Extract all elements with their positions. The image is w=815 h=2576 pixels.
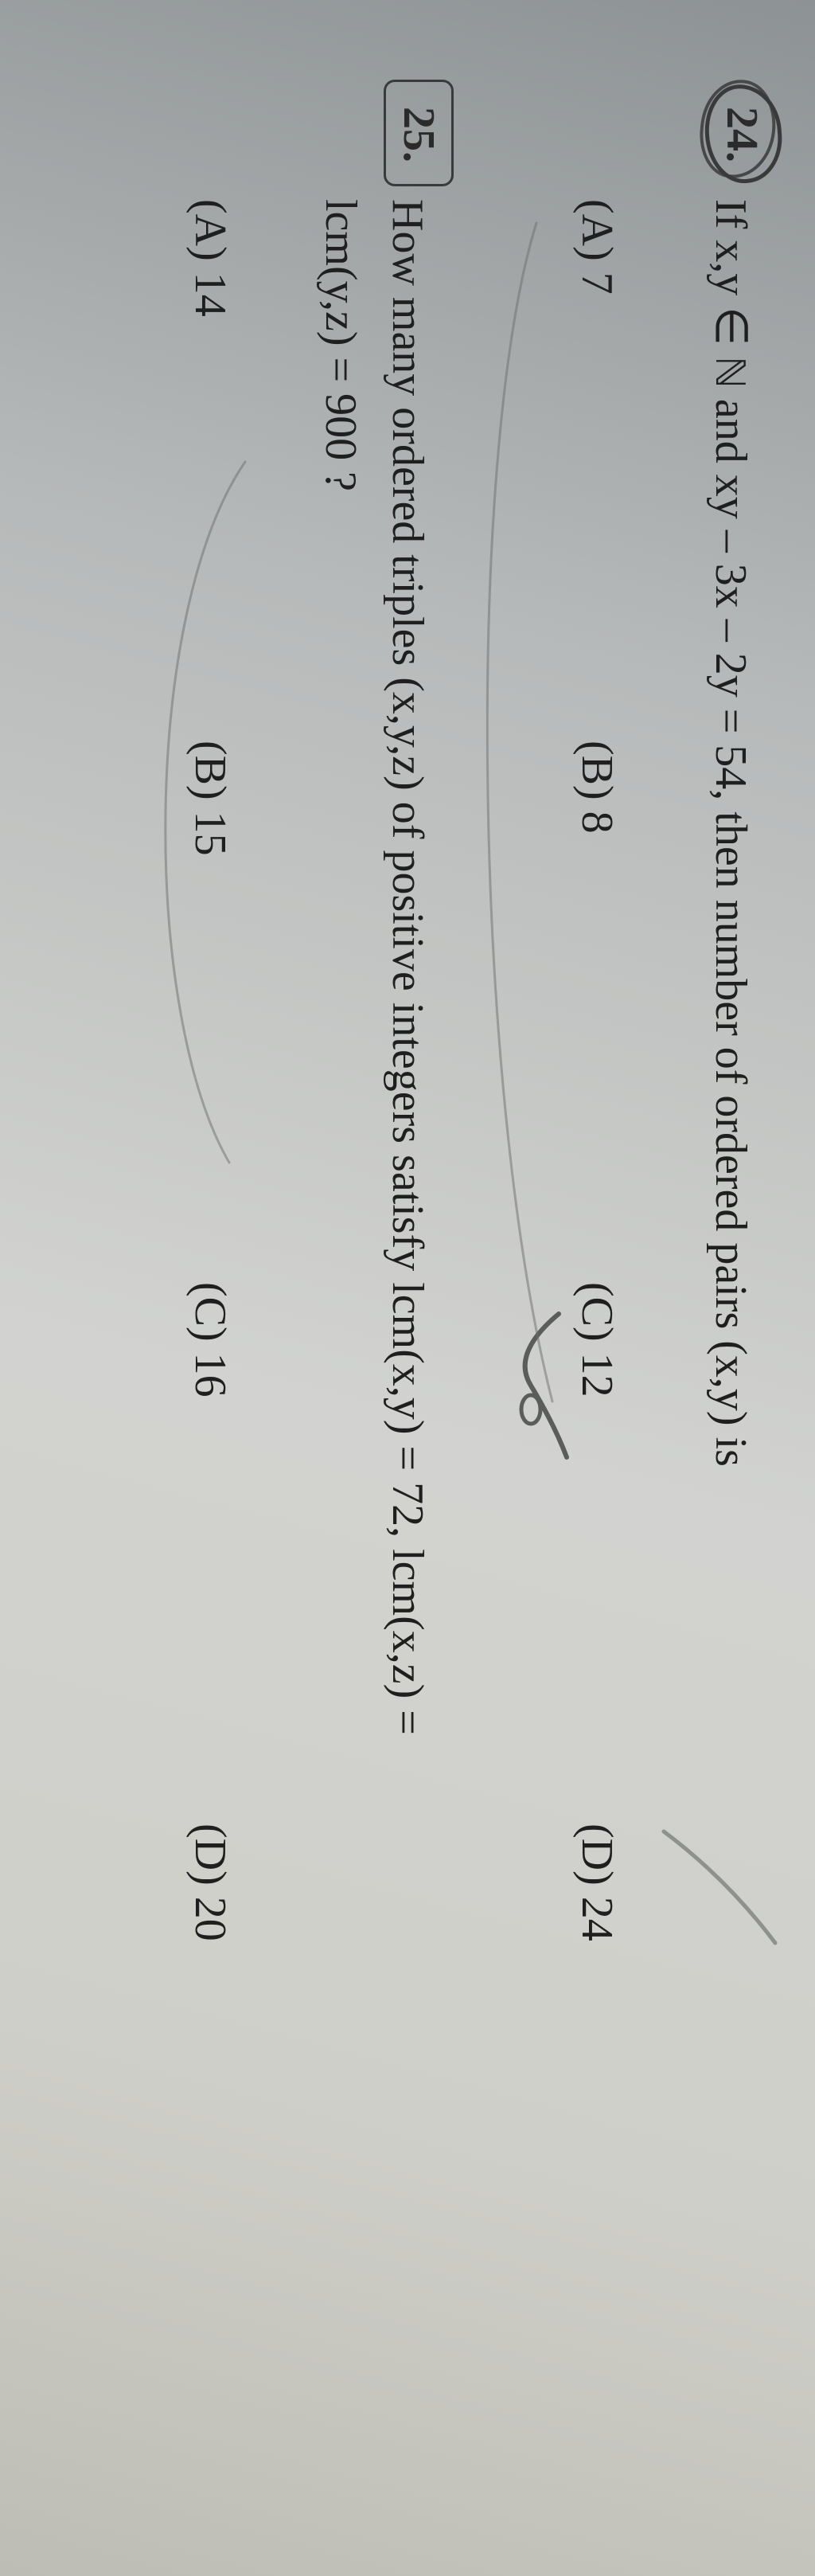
question-number-wrap: 25.	[393, 72, 444, 167]
option-label: (D)	[572, 1824, 622, 1886]
question-number: 24.	[716, 102, 767, 167]
option-text: 16	[185, 1353, 235, 1397]
question-25: 25. How many ordered triples (x,y,z) of …	[185, 72, 444, 2504]
option-text: 14	[185, 272, 235, 317]
question-stem: How many ordered triples (x,y,z) of posi…	[307, 199, 444, 2504]
question-24: 24. If x,y ∈ ℕ and xy – 3x – 2y = 54, th…	[571, 72, 767, 2504]
option-c: (C) 16	[185, 1282, 236, 1824]
option-label: (B)	[572, 741, 622, 800]
option-text: 24	[572, 1897, 622, 1941]
stem-line-1: How many ordered triples (x,y,z) of posi…	[383, 199, 432, 1735]
option-label: (A)	[185, 199, 235, 261]
option-label: (D)	[185, 1824, 235, 1886]
option-b: (B) 15	[185, 741, 236, 1282]
option-label: (C)	[572, 1282, 622, 1342]
options-row: (A) 14 (B) 15 (C) 16 (D) 20	[185, 199, 236, 2504]
option-a: (A) 7	[571, 199, 622, 741]
pencil-tick-icon	[503, 1306, 575, 1465]
question-row: 25. How many ordered triples (x,y,z) of …	[307, 72, 444, 2504]
option-text: 7	[572, 272, 622, 295]
option-label: (B)	[185, 741, 235, 800]
stem-line-2: lcm(y,z) = 900 ?	[316, 199, 365, 491]
question-row: 24. If x,y ∈ ℕ and xy – 3x – 2y = 54, th…	[694, 72, 767, 2504]
exam-page: 24. If x,y ∈ ℕ and xy – 3x – 2y = 54, th…	[0, 0, 815, 2576]
option-d: (D) 24	[571, 1824, 622, 1941]
option-text: 12	[572, 1353, 622, 1397]
option-label: (A)	[572, 199, 622, 261]
pencil-arc-icon	[457, 215, 568, 1409]
question-stem: If x,y ∈ ℕ and xy – 3x – 2y = 54, then n…	[694, 199, 767, 2504]
question-number: 25.	[393, 102, 444, 167]
options-row: (A) 7 (B) 8 (C) 12 (D) 24	[571, 199, 622, 2504]
option-text: 15	[185, 811, 235, 856]
option-text: 20	[185, 1897, 235, 1941]
option-label: (C)	[185, 1282, 235, 1342]
option-b: (B) 8	[571, 741, 622, 1282]
option-text: 8	[572, 811, 622, 834]
option-d: (D) 20	[185, 1824, 236, 1941]
option-c: (C) 12	[571, 1282, 622, 1824]
option-a: (A) 14	[185, 199, 236, 741]
question-number-wrap: 24.	[716, 72, 767, 167]
